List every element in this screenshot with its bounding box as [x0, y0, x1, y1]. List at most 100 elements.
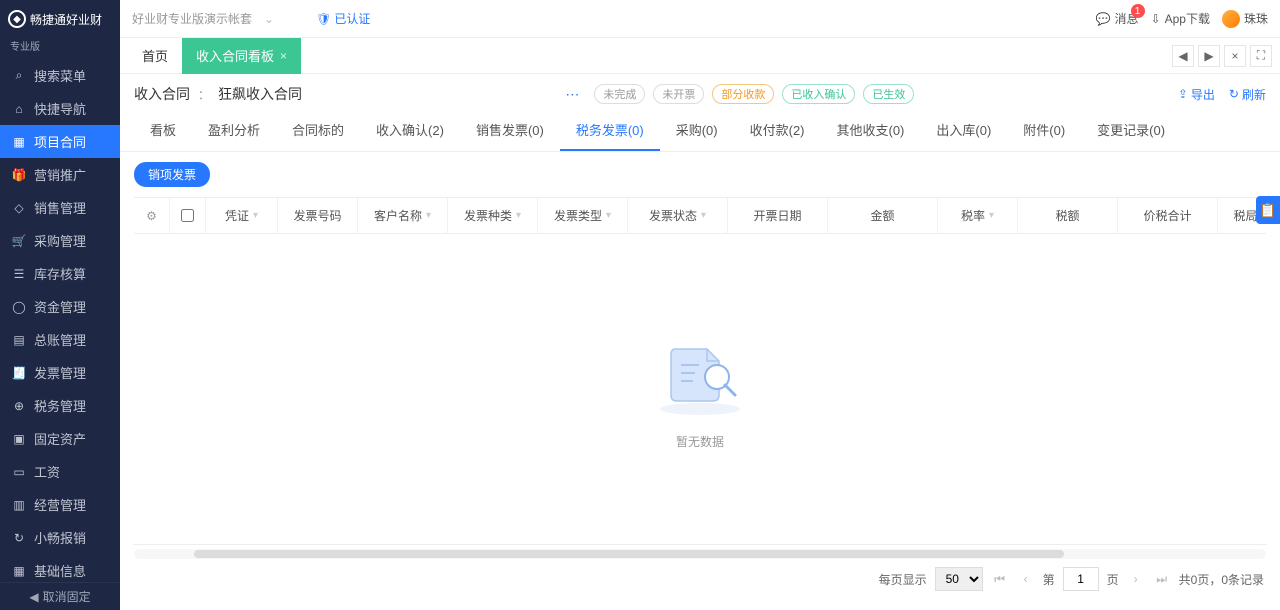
- next-page-button[interactable]: ›: [1127, 567, 1145, 591]
- sidebar-item-0[interactable]: ⌕搜索菜单: [0, 59, 120, 92]
- first-page-button[interactable]: ⏮: [991, 567, 1009, 591]
- filter-icon[interactable]: ▾: [701, 210, 706, 221]
- subtab-6[interactable]: 采购(0): [660, 120, 734, 151]
- export-button[interactable]: ⇪导出: [1178, 86, 1215, 103]
- sidebar-item-10[interactable]: ⊕税务管理: [0, 389, 120, 422]
- column-header[interactable]: 开票日期: [728, 198, 828, 233]
- sidebar-item-5[interactable]: 🛒采购管理: [0, 224, 120, 257]
- column-header[interactable]: 发票状态▾: [628, 198, 728, 233]
- sidebar-item-2[interactable]: ▦项目合同: [0, 125, 120, 158]
- tabs-prev[interactable]: ◀: [1172, 45, 1194, 67]
- nav-label: 税务管理: [34, 396, 86, 415]
- tab-home[interactable]: 首页: [128, 38, 182, 74]
- status-pill: 已生效: [863, 84, 914, 104]
- nav-label: 项目合同: [34, 132, 86, 151]
- sidebar-item-7[interactable]: ◯资金管理: [0, 290, 120, 323]
- refresh-icon: ↻: [1229, 87, 1239, 101]
- pin-toggle[interactable]: ◀ 取消固定: [0, 582, 120, 610]
- nav-label: 固定资产: [34, 429, 86, 448]
- empty-text: 暂无数据: [676, 433, 724, 450]
- messages-button[interactable]: 💬 消息 1: [1096, 10, 1139, 27]
- prev-page-button[interactable]: ‹: [1017, 567, 1035, 591]
- sidebar-item-15[interactable]: ▦ 基础信息: [0, 554, 120, 582]
- sidebar-item-9[interactable]: 🧾 发票管理: [0, 356, 120, 389]
- sidebar-item-6[interactable]: ☰库存核算: [0, 257, 120, 290]
- column-header[interactable]: 发票号码: [278, 198, 358, 233]
- sidebar: ◆ 畅捷通好业财 专业版 ⌕搜索菜单⌂快捷导航▦项目合同🎁营销推广◇销售管理🛒采…: [0, 0, 120, 610]
- sidebar-item-14[interactable]: ↻小畅报销: [0, 521, 120, 554]
- float-help-button[interactable]: 📋: [1256, 196, 1280, 224]
- filter-icon[interactable]: ▾: [989, 210, 994, 221]
- nav-label: 总账管理: [34, 330, 86, 349]
- nav-label: 销售管理: [34, 198, 86, 217]
- sidebar-item-8[interactable]: ▤总账管理: [0, 323, 120, 356]
- subtab-3[interactable]: 收入确认(2): [360, 120, 460, 151]
- subtab-1[interactable]: 盈利分析: [192, 120, 276, 151]
- tabs-next[interactable]: ▶: [1198, 45, 1220, 67]
- nav-icon: 🎁: [12, 168, 26, 182]
- tabs-row: 首页 收入合同看板 × ◀ ▶ × ⛶: [120, 38, 1280, 74]
- sidebar-item-3[interactable]: 🎁 营销推广: [0, 158, 120, 191]
- column-header[interactable]: 税率▾: [938, 198, 1018, 233]
- subtab-10[interactable]: 附件(0): [1007, 120, 1081, 151]
- brand-name: 畅捷通好业财: [30, 11, 102, 28]
- nav-icon: ☰: [12, 267, 26, 281]
- user-menu[interactable]: 珠珠: [1222, 10, 1268, 28]
- last-page-button[interactable]: ⏭: [1153, 567, 1171, 591]
- fullscreen-button[interactable]: ⛶: [1250, 45, 1272, 67]
- table-settings-button[interactable]: ⚙: [134, 198, 170, 233]
- nav-icon: 🧾: [12, 366, 26, 380]
- logo: ◆ 畅捷通好业财: [0, 0, 120, 38]
- output-invoice-tab[interactable]: 销项发票: [134, 162, 210, 187]
- page-input[interactable]: [1063, 567, 1099, 591]
- more-button[interactable]: ⋯: [565, 86, 580, 103]
- status-pill: 未完成: [594, 84, 645, 104]
- column-header[interactable]: 金额: [828, 198, 938, 233]
- sidebar-item-11[interactable]: ▣固定资产: [0, 422, 120, 455]
- download-icon: ⇩: [1151, 12, 1161, 26]
- app-download-button[interactable]: ⇩ App下载: [1151, 10, 1210, 27]
- filter-icon[interactable]: ▾: [426, 210, 431, 221]
- horizontal-scrollbar[interactable]: [134, 549, 1266, 559]
- close-icon[interactable]: ×: [280, 49, 287, 63]
- subtab-5[interactable]: 税务发票(0): [560, 120, 660, 151]
- pin-icon: ◀: [29, 590, 38, 604]
- column-header[interactable]: 发票种类▾: [448, 198, 538, 233]
- filter-icon[interactable]: ▾: [253, 210, 258, 221]
- column-header[interactable]: 发票类型▾: [538, 198, 628, 233]
- filter-icon[interactable]: ▾: [516, 210, 521, 221]
- nav-icon: ◯: [12, 300, 26, 314]
- column-header[interactable]: 税额: [1018, 198, 1118, 233]
- nav-icon: ↻: [12, 531, 26, 545]
- messages-badge: 1: [1131, 4, 1145, 18]
- refresh-button[interactable]: ↻刷新: [1229, 86, 1266, 103]
- avatar: [1222, 10, 1240, 28]
- nav-label: 经营管理: [34, 495, 86, 514]
- sidebar-item-4[interactable]: ◇销售管理: [0, 191, 120, 224]
- subtab-2[interactable]: 合同标的: [276, 120, 360, 151]
- sidebar-item-1[interactable]: ⌂快捷导航: [0, 92, 120, 125]
- subtab-0[interactable]: 看板: [134, 120, 192, 151]
- tab-active[interactable]: 收入合同看板 ×: [182, 38, 301, 74]
- perpage-select[interactable]: 50: [935, 567, 983, 591]
- column-header[interactable]: 价税合计: [1118, 198, 1218, 233]
- column-header[interactable]: 凭证▾: [206, 198, 278, 233]
- select-all-checkbox[interactable]: [170, 198, 206, 233]
- nav-icon: ▦: [12, 564, 26, 578]
- subtab-7[interactable]: 收付款(2): [734, 120, 821, 151]
- subtabs: 看板盈利分析合同标的收入确认(2)销售发票(0)税务发票(0)采购(0)收付款(…: [120, 114, 1280, 152]
- sidebar-item-13[interactable]: ▥经营管理: [0, 488, 120, 521]
- nav-label: 发票管理: [34, 363, 86, 382]
- content-header: 收入合同： 狂飙收入合同 ⋯ 未完成 未开票 部分收款 已收入确认 已生效 ⇪导…: [120, 74, 1280, 114]
- subtab-8[interactable]: 其他收支(0): [821, 120, 921, 151]
- env-selector[interactable]: 好业财专业版演示帐套: [132, 10, 252, 27]
- subtab-4[interactable]: 销售发票(0): [460, 120, 560, 151]
- subtab-11[interactable]: 变更记录(0): [1081, 120, 1181, 151]
- filter-icon[interactable]: ▾: [606, 210, 611, 221]
- column-header[interactable]: 客户名称▾: [358, 198, 448, 233]
- nav-label: 营销推广: [34, 165, 86, 184]
- subtab-9[interactable]: 出入库(0): [920, 120, 1007, 151]
- nav-label: 基础信息: [34, 561, 86, 580]
- sidebar-item-12[interactable]: ▭工资: [0, 455, 120, 488]
- tabs-close-all[interactable]: ×: [1224, 45, 1246, 67]
